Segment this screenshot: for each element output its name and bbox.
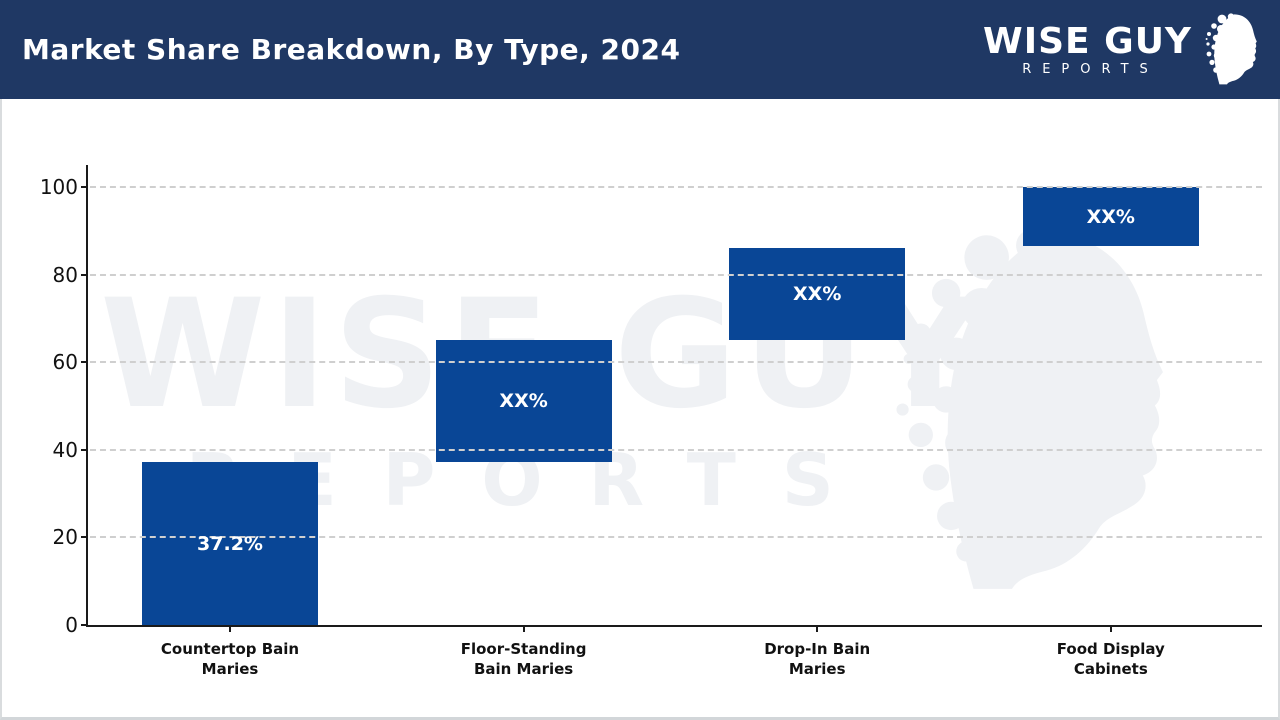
x-category-label: Drop-In Bain Maries	[764, 640, 871, 678]
brand-logo-text: WISE GUY REPORTS	[982, 20, 1192, 77]
x-axis-line	[86, 625, 1262, 627]
bar-value-label: 37.2%	[197, 532, 263, 555]
y-tick-mark	[81, 448, 88, 451]
bar-value-label: XX%	[1086, 205, 1135, 228]
brand-subtitle: REPORTS	[1022, 61, 1159, 77]
y-axis-line	[86, 165, 88, 627]
header-bar: Market Share Breakdown, By Type, 2024 WI…	[0, 0, 1280, 99]
bar-value-label: XX%	[793, 283, 842, 306]
x-category-label: Food Display Cabinets	[1056, 640, 1165, 678]
brand-name: WISE GUY	[982, 20, 1192, 62]
grid-line	[90, 361, 1262, 364]
y-tick-mark	[81, 536, 88, 539]
y-tick-label: 80	[52, 262, 78, 287]
y-tick-label: 20	[52, 525, 78, 550]
bar-segment	[1022, 187, 1199, 247]
grid-line	[90, 448, 1262, 451]
bar-segment	[729, 248, 906, 341]
y-tick-label: 0	[65, 613, 78, 637]
y-tick-label: 40	[52, 437, 78, 462]
x-tick-mark	[1109, 625, 1112, 632]
y-tick-mark	[81, 273, 88, 276]
bar-value-label: XX%	[499, 390, 548, 413]
y-tick-mark	[81, 186, 88, 188]
x-tick-mark	[816, 625, 819, 632]
brand-head-icon	[1196, 10, 1258, 90]
bar-segment	[142, 462, 318, 625]
y-tick-label: 100	[39, 175, 78, 199]
page-title: Market Share Breakdown, By Type, 2024	[22, 33, 681, 66]
x-category-label: Countertop Bain Maries	[160, 640, 300, 678]
x-tick-mark	[522, 625, 525, 632]
grid-line	[90, 536, 1262, 539]
bar-segment	[435, 340, 612, 463]
x-tick-mark	[229, 625, 231, 632]
y-tick-label: 60	[52, 350, 78, 375]
grid-line	[90, 186, 1262, 188]
grid-line	[90, 273, 1262, 276]
y-tick-mark	[81, 624, 88, 626]
brand-logo: WISE GUY REPORTS	[983, 10, 1258, 90]
y-tick-mark	[81, 361, 88, 364]
x-category-label: Floor-Standing Bain Maries	[460, 640, 587, 678]
